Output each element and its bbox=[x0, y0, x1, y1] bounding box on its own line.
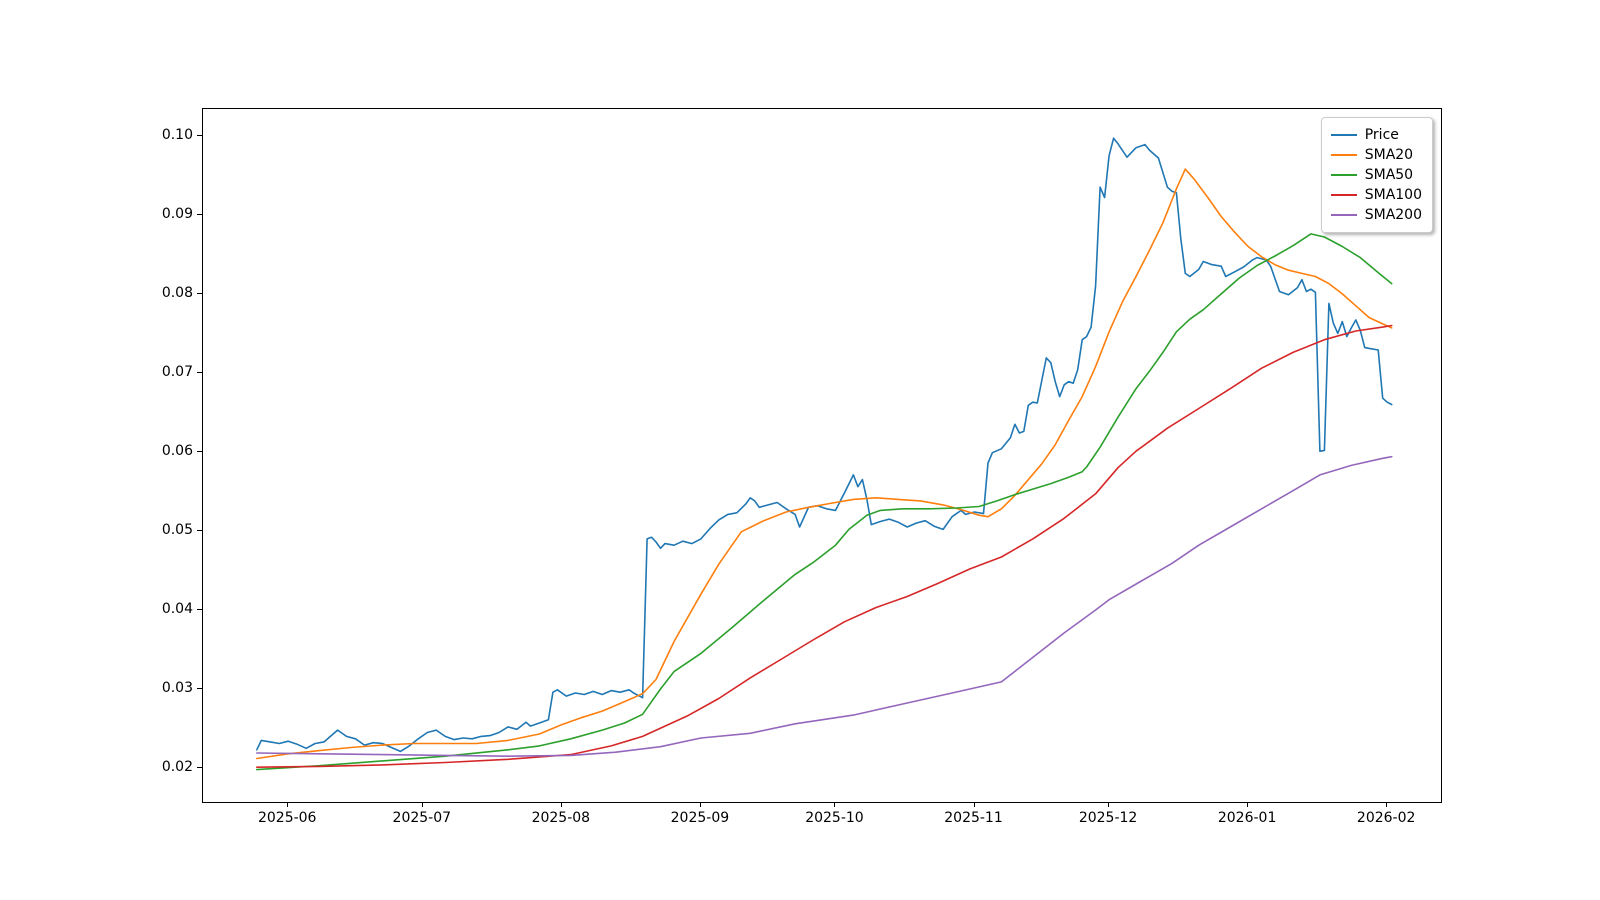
x-tick-label: 2025-11 bbox=[944, 810, 1003, 826]
legend-item-sma20: SMA20 bbox=[1330, 145, 1422, 165]
legend-label: SMA100 bbox=[1364, 187, 1422, 203]
x-tick-label: 2025-10 bbox=[805, 810, 864, 826]
x-tick-mark bbox=[1108, 802, 1110, 807]
y-tick-label: 0.07 bbox=[161, 363, 193, 380]
x-tick-mark bbox=[973, 802, 975, 807]
y-tick-label: 0.03 bbox=[161, 680, 193, 696]
y-tick-label: 0.08 bbox=[161, 284, 193, 301]
x-tick-mark bbox=[834, 802, 836, 807]
y-tick-mark bbox=[197, 450, 202, 452]
y-tick-mark bbox=[197, 529, 202, 531]
x-tick-label: 2025-08 bbox=[531, 810, 591, 826]
legend-label: SMA50 bbox=[1364, 167, 1414, 183]
legend: Price SMA20 SMA50 SMA100 SMA200 bbox=[1320, 117, 1433, 233]
x-tick-mark bbox=[287, 802, 289, 807]
sma20-line bbox=[255, 168, 1393, 760]
legend-label: SMA20 bbox=[1364, 147, 1414, 163]
y-tick-mark bbox=[197, 134, 202, 136]
legend-item-price: Price bbox=[1330, 125, 1422, 145]
sma100-line-swatch bbox=[1330, 194, 1357, 196]
y-tick-label: 0.05 bbox=[161, 521, 193, 538]
legend-label: SMA200 bbox=[1364, 207, 1422, 223]
x-tick-label: 2025-07 bbox=[392, 810, 452, 826]
x-tick-mark bbox=[421, 802, 423, 807]
sma50-line-swatch bbox=[1330, 174, 1357, 176]
x-tick-label: 2025-06 bbox=[257, 810, 317, 826]
y-tick-mark bbox=[197, 688, 202, 689]
x-tick-label: 2025-12 bbox=[1078, 810, 1138, 826]
y-tick-label: 0.02 bbox=[161, 759, 193, 776]
y-tick-label: 0.09 bbox=[161, 205, 193, 222]
legend-label: Price bbox=[1364, 127, 1399, 143]
x-tick-mark bbox=[1386, 802, 1388, 807]
y-tick-label: 0.10 bbox=[161, 126, 193, 143]
sma200-line bbox=[255, 455, 1393, 758]
plot-area: Price SMA20 SMA50 SMA100 SMA200 bbox=[202, 108, 1442, 803]
legend-item-sma200: SMA200 bbox=[1330, 205, 1422, 225]
x-tick-mark bbox=[560, 802, 562, 807]
legend-item-sma100: SMA100 bbox=[1330, 185, 1422, 205]
y-tick-mark bbox=[197, 213, 202, 215]
y-tick-mark bbox=[197, 608, 202, 610]
sma50-line bbox=[255, 233, 1393, 771]
chart-canvas bbox=[255, 137, 1393, 771]
sma200-line-swatch bbox=[1330, 214, 1357, 216]
sma20-line-swatch bbox=[1330, 154, 1357, 156]
x-tick-label: 2025-09 bbox=[670, 810, 730, 826]
y-tick-mark bbox=[197, 371, 202, 373]
price-line bbox=[255, 137, 1393, 753]
x-tick-label: 2026-01 bbox=[1217, 810, 1277, 826]
x-tick-mark bbox=[1247, 802, 1249, 807]
y-tick-mark bbox=[197, 292, 202, 294]
y-tick-label: 0.04 bbox=[161, 600, 193, 617]
y-tick-mark bbox=[197, 767, 202, 769]
x-tick-mark bbox=[699, 802, 701, 807]
x-tick-label: 2026-02 bbox=[1356, 810, 1416, 826]
price-line-swatch bbox=[1330, 134, 1357, 136]
sma100-line bbox=[255, 324, 1393, 769]
legend-item-sma50: SMA50 bbox=[1330, 165, 1422, 185]
y-tick-label: 0.06 bbox=[161, 442, 193, 459]
